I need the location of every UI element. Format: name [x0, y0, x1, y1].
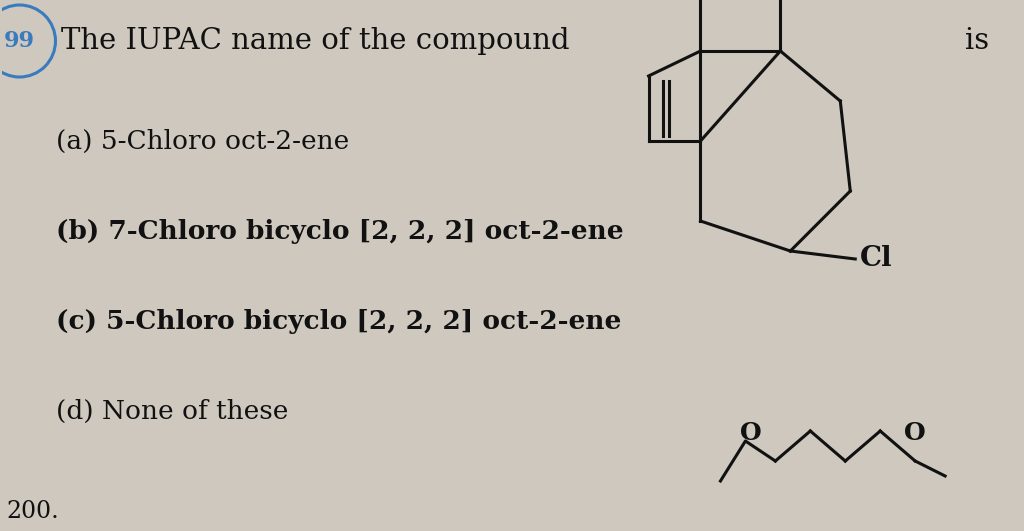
- Text: is: is: [965, 27, 989, 55]
- Text: O: O: [904, 421, 926, 445]
- Text: (d) None of these: (d) None of these: [56, 398, 289, 424]
- Text: 99: 99: [4, 30, 35, 52]
- Text: O: O: [739, 421, 761, 445]
- Text: (a) 5-Chloro oct-2-ene: (a) 5-Chloro oct-2-ene: [56, 129, 350, 153]
- Text: 200.: 200.: [6, 500, 59, 523]
- Text: (c) 5-Chloro bicyclo [2, 2, 2] oct-2-ene: (c) 5-Chloro bicyclo [2, 2, 2] oct-2-ene: [56, 309, 622, 333]
- Text: The IUPAC name of the compound: The IUPAC name of the compound: [61, 27, 570, 55]
- Text: Cl: Cl: [860, 245, 893, 272]
- Text: (b) 7-Chloro bicyclo [2, 2, 2] oct-2-ene: (b) 7-Chloro bicyclo [2, 2, 2] oct-2-ene: [56, 218, 624, 244]
